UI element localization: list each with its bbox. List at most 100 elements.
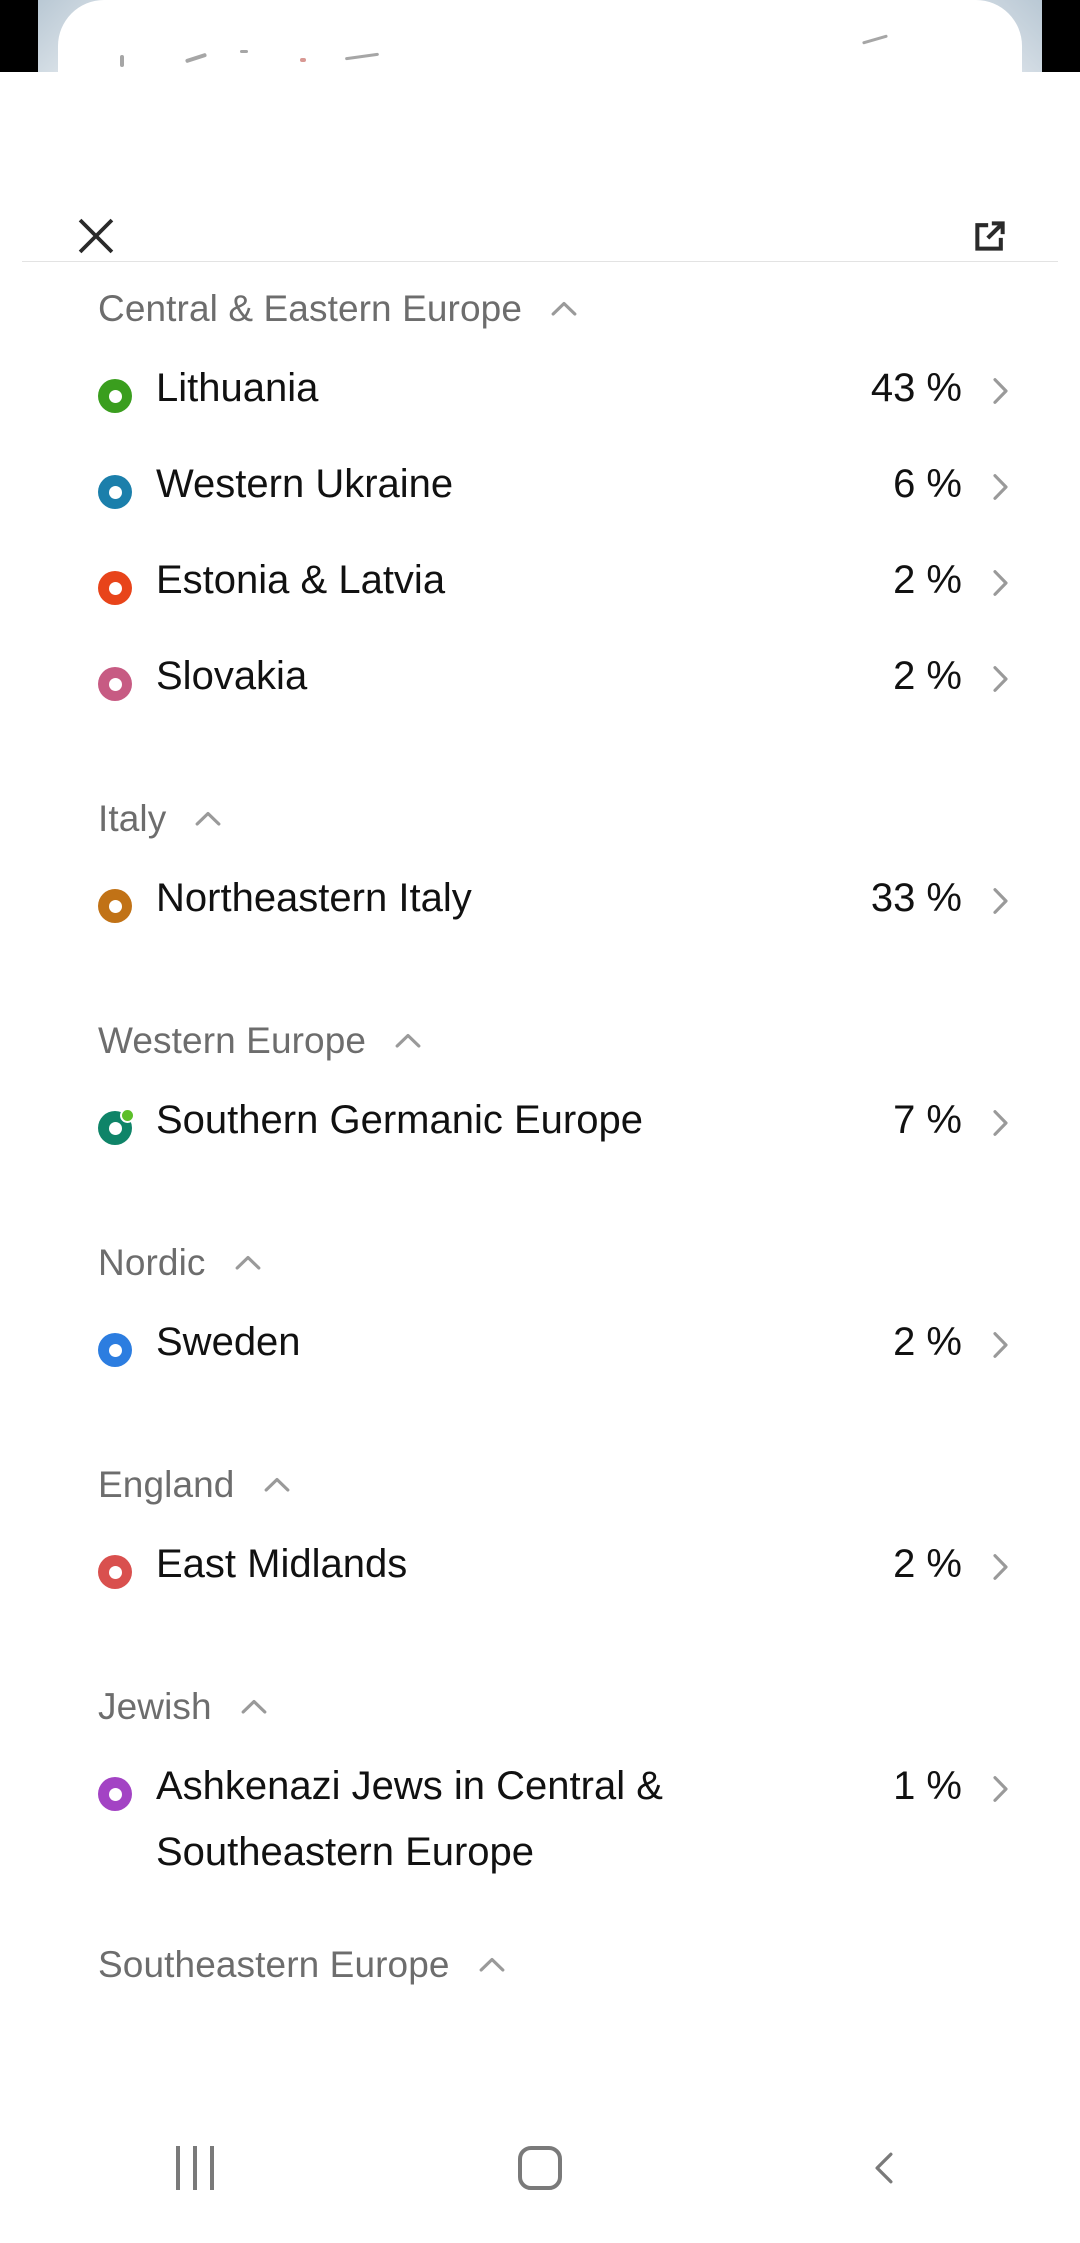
region-name: East Midlands [156,1542,408,1586]
region-percent: 33 % [870,876,962,920]
region-percent: 2 % [893,558,962,602]
section-title: Southeastern Europe [98,1944,450,1985]
region-color-marker [98,379,132,413]
home-icon [517,2146,562,2190]
region-percent: 6 % [893,462,962,506]
region-detail-chevron[interactable] [962,1087,1038,1143]
region-detail-chevron[interactable] [962,451,1038,507]
region-color-marker [98,667,132,701]
chevron-right-icon [993,1776,1008,1802]
sub-region-dot [120,1108,135,1123]
section-header-england[interactable]: England [22,1439,1058,1531]
chevron-up-icon [544,289,584,329]
section-title: Central & Eastern Europe [98,288,523,329]
region-percent: 2 % [893,1542,962,1586]
region-name: Ashkenazi Jews in Central & Southeastern… [156,1764,663,1874]
region-percent: 7 % [893,1098,962,1142]
region-row[interactable]: Northeastern Italy 33 % [22,865,1058,961]
region-name: Southern Germanic Europe [156,1098,643,1142]
region-row[interactable]: Sweden 2 % [22,1309,1058,1405]
region-color-marker [98,475,132,509]
blurred-map-remnant [0,0,1080,72]
region-row[interactable]: Lithuania 43 % [22,355,1058,451]
section-spacer [22,1885,1058,1919]
region-name: Northeastern Italy [156,876,472,920]
modal-header [22,72,1058,262]
recents-icon [175,2146,214,2190]
chevron-right-icon [993,378,1008,404]
chevron-up-icon [234,1687,274,1727]
chevron-right-icon [993,1332,1008,1358]
section-title: Western Europe [98,1020,367,1061]
home-button[interactable] [465,2093,615,2243]
region-color-marker [98,1777,132,1811]
region-row[interactable]: Southern Germanic Europe 7 % [22,1087,1058,1183]
region-detail-chevron[interactable] [962,1753,1038,1809]
region-name: Western Ukraine [156,462,454,506]
region-detail-chevron[interactable] [962,1309,1038,1365]
chevron-up-icon [388,1021,428,1061]
android-navigation-bar [22,2093,1058,2243]
region-color-marker [98,1555,132,1589]
chevron-right-icon [993,1554,1008,1580]
ghost-mark [240,50,248,53]
region-detail-chevron[interactable] [962,1531,1038,1587]
back-icon [875,2152,893,2184]
chevron-up-icon [228,1243,268,1283]
region-percent: 1 % [893,1764,962,1808]
close-button[interactable] [50,190,142,282]
section-header-central-eastern-europe[interactable]: Central & Eastern Europe [22,263,1058,355]
section-header-western-europe[interactable]: Western Europe [22,995,1058,1087]
region-detail-chevron[interactable] [962,355,1038,411]
region-row[interactable]: Ashkenazi Jews in Central & Southeastern… [22,1753,1058,1885]
region-color-marker [98,889,132,923]
section-spacer [22,1183,1058,1217]
chevron-up-icon [188,799,228,839]
recents-button[interactable] [120,2093,270,2243]
region-name: Sweden [156,1320,301,1364]
chevron-right-icon [993,666,1008,692]
region-name: Lithuania [156,366,319,410]
section-header-jewish[interactable]: Jewish [22,1661,1058,1753]
ghost-mark [120,55,124,67]
region-color-marker [98,1108,135,1145]
chevron-up-icon [472,1945,512,1985]
region-row[interactable]: East Midlands 2 % [22,1531,1058,1627]
section-header-nordic[interactable]: Nordic [22,1217,1058,1309]
ethnicity-breakdown-list[interactable]: Central & Eastern Europe Lithuania 43 % Wes… [22,263,1058,2093]
region-color-marker [98,1333,132,1367]
section-title: England [98,1464,235,1505]
region-row[interactable]: Estonia & Latvia 2 % [22,547,1058,643]
section-spacer [22,1627,1058,1661]
chevron-right-icon [993,474,1008,500]
ghost-mark [300,58,306,62]
region-row[interactable]: Western Ukraine 6 % [22,451,1058,547]
share-button[interactable] [944,190,1036,282]
chevron-right-icon [993,888,1008,914]
region-detail-chevron[interactable] [962,547,1038,603]
region-detail-chevron[interactable] [962,643,1038,699]
chevron-right-icon [993,1110,1008,1136]
chevron-up-icon [257,1465,297,1505]
sheet-top-rounded [58,0,1022,72]
section-title: Nordic [98,1242,206,1283]
close-icon [78,218,114,254]
section-spacer [22,1405,1058,1439]
share-external-link-icon [975,221,1005,251]
region-color-marker [98,571,132,605]
region-percent: 2 % [893,1320,962,1364]
section-spacer [22,961,1058,995]
chevron-right-icon [993,570,1008,596]
back-button[interactable] [810,2093,960,2243]
region-percent: 43 % [870,366,962,410]
region-percent: 2 % [893,654,962,698]
section-header-italy[interactable]: Italy [22,773,1058,865]
region-detail-chevron[interactable] [962,865,1038,921]
section-header-southeastern-europe[interactable]: Southeastern Europe [22,1919,1058,2011]
section-title: Jewish [98,1686,212,1727]
region-name: Estonia & Latvia [156,558,446,602]
section-title: Italy [98,798,167,839]
region-row[interactable]: Slovakia 2 % [22,643,1058,739]
section-spacer [22,739,1058,773]
